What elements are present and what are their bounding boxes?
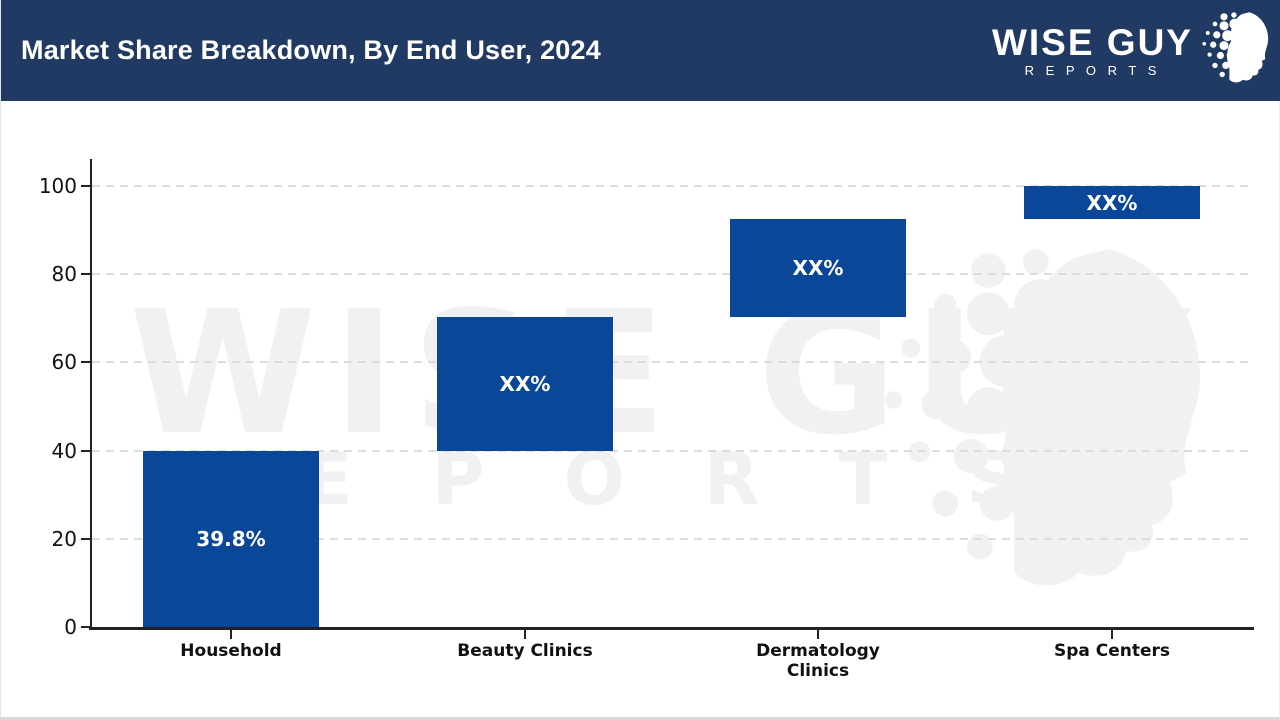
gridline-60 — [92, 361, 1253, 364]
y-tick-label-0: 0 — [64, 615, 77, 639]
wiseguy-logo-text: WISE GUY R E P O R T S — [992, 24, 1193, 77]
logo-wordmark: WISE GUY — [991, 22, 1193, 63]
y-tick-label-40: 40 — [51, 438, 77, 463]
x-tick-beauty-clinics — [524, 630, 526, 639]
bar-value-label-beauty-clinics: XX% — [499, 372, 551, 397]
y-tick-label-80: 80 — [51, 262, 77, 287]
x-category-label-household: Household — [180, 641, 282, 661]
chart-area: WISE GUY R E P O R T S 0 20 40 60 80 100 39.8%… — [1, 101, 1280, 717]
gridline-40 — [92, 449, 1253, 452]
x-axis-line — [89, 627, 1254, 630]
page-title: Market Share Breakdown, By End User, 202… — [21, 35, 601, 65]
bar-dermatology-clinics: XX% — [730, 219, 906, 318]
x-tick-household — [230, 630, 232, 639]
bar-value-label-spa-centers: XX% — [1086, 190, 1138, 215]
y-tick-label-20: 20 — [51, 526, 77, 551]
bar-beauty-clinics: XX% — [437, 317, 613, 452]
wiseguy-logo: WISE GUY R E P O R T S — [992, 0, 1269, 101]
y-tick-0 — [81, 626, 90, 628]
bar-household: 39.8% — [143, 451, 319, 627]
x-category-label-dermatology-clinics: Dermatology Clinics — [756, 641, 880, 682]
wiseguy-face-icon — [1202, 11, 1269, 82]
header-bar: Market Share Breakdown, By End User, 202… — [1, 0, 1280, 101]
bar-value-label-dermatology-clinics: XX% — [792, 256, 844, 281]
y-axis-line — [90, 159, 92, 629]
y-tick-80 — [81, 273, 90, 276]
logo-subtitle: R E P O R T S — [1024, 63, 1161, 78]
gridline-100 — [92, 185, 1253, 187]
x-category-label-beauty-clinics: Beauty Clinics — [457, 641, 593, 661]
y-tick-100 — [81, 185, 90, 187]
y-tick-20 — [81, 537, 90, 540]
watermark-face-icon — [884, 249, 1201, 586]
gridline-20 — [92, 537, 1253, 540]
y-tick-label-100: 100 — [38, 174, 77, 198]
bar-value-label-household: 39.8% — [196, 527, 266, 552]
x-tick-spa-centers — [1111, 630, 1113, 639]
y-tick-40 — [81, 449, 90, 452]
gridline-80 — [92, 273, 1253, 276]
x-category-label-spa-centers: Spa Centers — [1053, 641, 1171, 661]
x-tick-dermatology-clinics — [817, 630, 819, 639]
bar-spa-centers: XX% — [1024, 186, 1200, 220]
y-tick-label-60: 60 — [51, 350, 77, 375]
y-tick-60 — [81, 361, 90, 364]
